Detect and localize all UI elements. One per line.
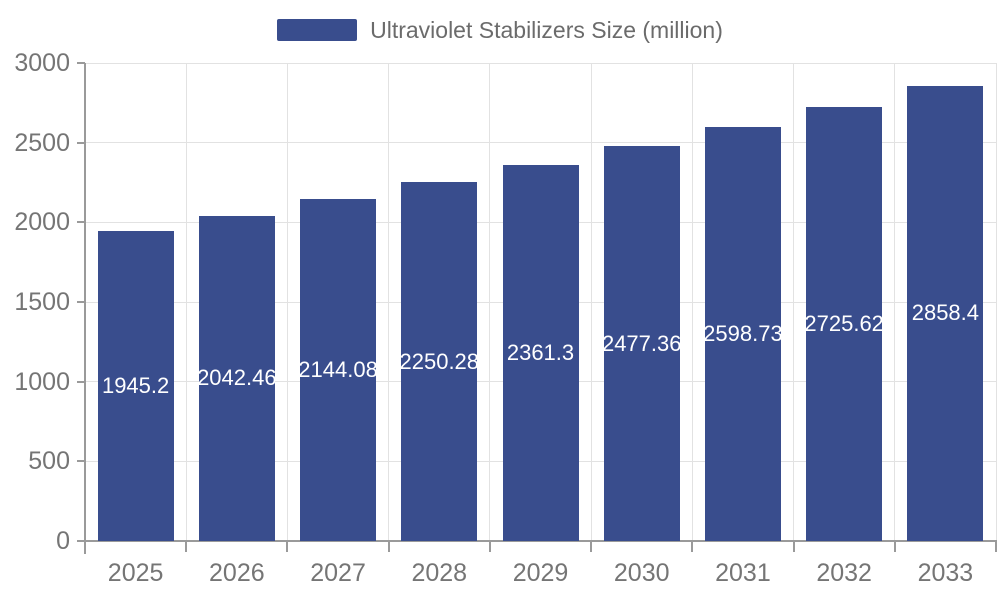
y-axis-tick-label: 1500 bbox=[14, 288, 70, 316]
bar-2029[interactable]: 2361.3 bbox=[502, 164, 579, 541]
x-axis-tick bbox=[590, 541, 593, 552]
x-axis-label: 2028 bbox=[411, 559, 468, 587]
gridline-horizontal bbox=[85, 142, 996, 144]
bar-2033[interactable]: 2858.4 bbox=[907, 85, 984, 541]
gridline-vertical bbox=[691, 63, 693, 541]
gridline-vertical bbox=[286, 63, 288, 541]
y-axis-tick bbox=[77, 380, 85, 383]
gridline-horizontal bbox=[85, 62, 996, 64]
x-axis-tick bbox=[691, 541, 694, 552]
bar-value-label: 2477.36 bbox=[603, 330, 680, 356]
gridline-vertical bbox=[995, 63, 997, 541]
gridline-vertical bbox=[489, 63, 491, 541]
y-axis-tick-label: 1000 bbox=[14, 367, 70, 396]
x-axis-label: 2032 bbox=[816, 559, 872, 587]
bar-value-label: 1945.2 bbox=[101, 373, 170, 399]
x-axis-line bbox=[77, 540, 997, 542]
y-axis-tick bbox=[77, 221, 85, 224]
x-axis-tick bbox=[286, 541, 289, 552]
y-axis-tick-label: 500 bbox=[28, 447, 70, 476]
y-axis-tick bbox=[77, 141, 85, 144]
y-axis-tick-label: 2500 bbox=[14, 128, 70, 157]
bar-value-label: 2042.46 bbox=[198, 365, 275, 391]
x-axis-tick bbox=[995, 541, 997, 552]
x-axis-label: 2025 bbox=[107, 559, 164, 587]
gridline-vertical bbox=[894, 63, 896, 541]
y-axis-tick-label: 3000 bbox=[14, 49, 70, 77]
x-axis-tick bbox=[185, 541, 188, 552]
bar-value-label: 2858.4 bbox=[911, 300, 980, 326]
gridline-vertical bbox=[185, 63, 187, 541]
bar-2025[interactable]: 1945.2 bbox=[97, 231, 174, 541]
x-axis-label: 2033 bbox=[917, 559, 974, 587]
x-axis-label: 2029 bbox=[512, 559, 569, 587]
bar-2026[interactable]: 2042.46 bbox=[198, 215, 275, 541]
x-axis-tick bbox=[792, 541, 795, 552]
bar-2028[interactable]: 2250.28 bbox=[401, 182, 478, 541]
legend-label: Ultraviolet Stabilizers Size (million) bbox=[370, 17, 723, 43]
x-axis-label: 2031 bbox=[715, 559, 771, 587]
bar-2032[interactable]: 2725.62 bbox=[806, 106, 883, 541]
bar-value-label: 2250.28 bbox=[401, 348, 478, 374]
y-axis-tick bbox=[77, 460, 85, 463]
x-axis-label: 2026 bbox=[209, 559, 265, 587]
legend-item[interactable]: Ultraviolet Stabilizers Size (million) bbox=[0, 16, 1000, 44]
x-axis-tick bbox=[387, 541, 390, 552]
bar-2030[interactable]: 2477.36 bbox=[603, 146, 680, 541]
x-axis-label: 2027 bbox=[310, 559, 366, 587]
bar-value-label: 2598.73 bbox=[704, 320, 781, 346]
bar-2031[interactable]: 2598.73 bbox=[704, 126, 781, 541]
bar-value-label: 2144.08 bbox=[300, 357, 377, 383]
y-axis-tick bbox=[77, 62, 85, 64]
bar-value-label: 2725.62 bbox=[806, 310, 883, 336]
legend-swatch bbox=[277, 19, 358, 41]
bar-2027[interactable]: 2144.08 bbox=[300, 199, 377, 541]
gridline-vertical bbox=[590, 63, 592, 541]
x-axis-label: 2030 bbox=[613, 559, 670, 587]
y-axis-tick-label: 0 bbox=[56, 527, 70, 555]
y-axis-tick bbox=[77, 301, 85, 303]
bar-value-label: 2361.3 bbox=[506, 339, 575, 365]
gridline-vertical bbox=[388, 63, 390, 541]
x-axis-tick bbox=[84, 541, 86, 552]
y-axis-line bbox=[84, 63, 86, 554]
y-axis-tick-label: 2000 bbox=[14, 208, 70, 237]
x-axis-tick bbox=[488, 541, 491, 552]
x-axis-tick bbox=[893, 541, 896, 552]
y-axis-tick bbox=[77, 540, 85, 542]
gridline-vertical bbox=[793, 63, 795, 541]
